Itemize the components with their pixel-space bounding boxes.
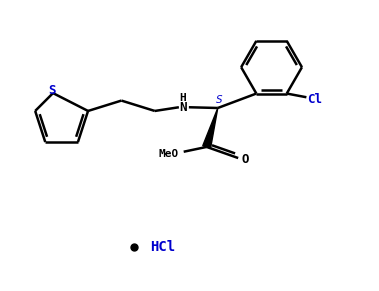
Text: HCl: HCl (150, 240, 176, 254)
Text: S: S (49, 84, 56, 97)
Text: MeO: MeO (159, 149, 179, 159)
Polygon shape (203, 108, 218, 148)
Text: S: S (216, 95, 223, 105)
Text: Cl: Cl (307, 93, 322, 106)
Text: O: O (241, 153, 249, 166)
Text: H: H (179, 93, 186, 103)
Text: N: N (179, 102, 186, 114)
